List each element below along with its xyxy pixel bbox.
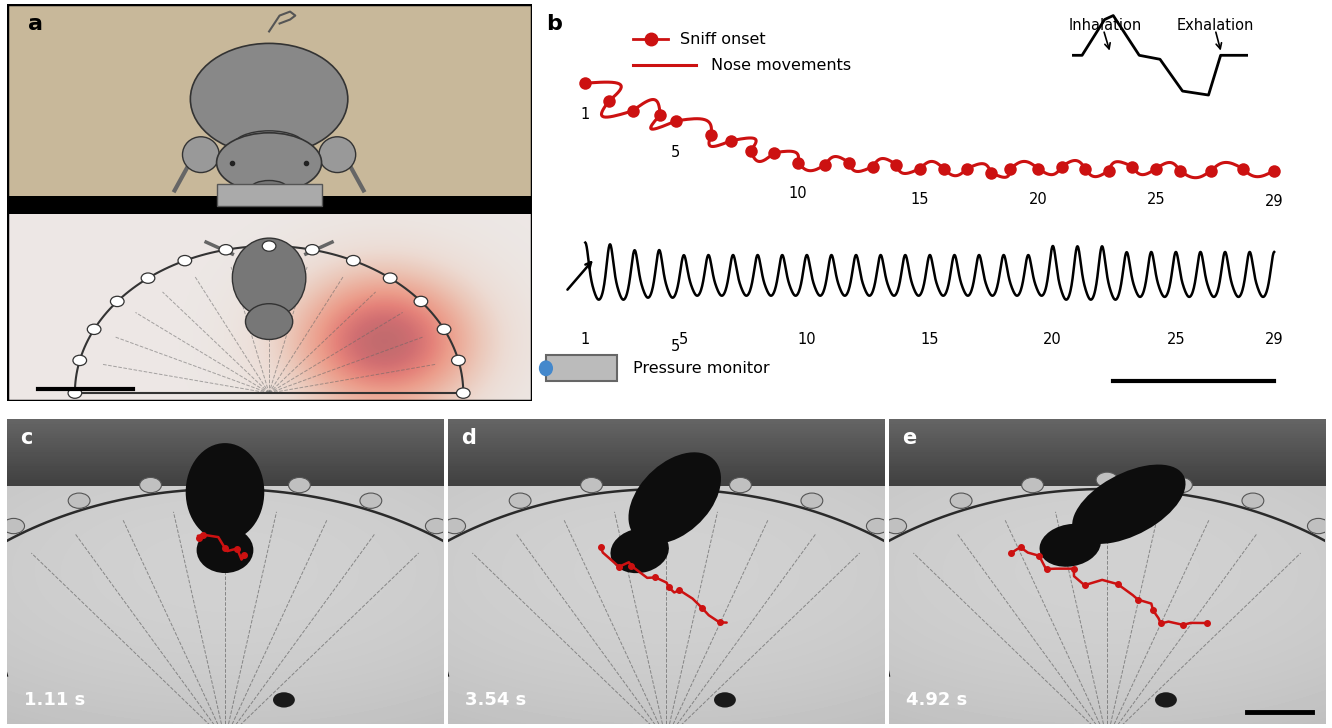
Text: e: e <box>902 428 916 448</box>
Bar <box>7 197 531 214</box>
Circle shape <box>1096 472 1118 488</box>
Circle shape <box>444 518 466 534</box>
Circle shape <box>140 478 161 493</box>
Circle shape <box>214 472 236 488</box>
Ellipse shape <box>190 44 348 154</box>
Text: 5: 5 <box>671 339 681 355</box>
Text: 1.11 s: 1.11 s <box>24 691 85 709</box>
Circle shape <box>346 256 360 266</box>
Ellipse shape <box>182 137 220 173</box>
Text: 15: 15 <box>911 192 930 207</box>
Circle shape <box>289 478 310 493</box>
Circle shape <box>801 493 823 508</box>
Text: 29: 29 <box>1265 331 1284 347</box>
Circle shape <box>509 493 531 508</box>
Bar <box>217 184 321 206</box>
Ellipse shape <box>250 181 288 197</box>
Text: a: a <box>28 14 43 33</box>
Ellipse shape <box>1039 524 1100 567</box>
Circle shape <box>218 245 233 255</box>
Text: 1: 1 <box>581 107 590 122</box>
Circle shape <box>73 355 87 365</box>
Circle shape <box>884 518 907 534</box>
Text: 25: 25 <box>1167 331 1185 347</box>
Text: 3.54 s: 3.54 s <box>465 691 526 709</box>
Ellipse shape <box>610 529 669 573</box>
Circle shape <box>68 493 91 508</box>
Text: Sniff onset: Sniff onset <box>679 32 766 47</box>
Text: Nose movements: Nose movements <box>711 58 851 73</box>
Circle shape <box>414 296 428 306</box>
Ellipse shape <box>1072 464 1185 544</box>
Circle shape <box>1022 478 1043 493</box>
Circle shape <box>305 245 320 255</box>
Ellipse shape <box>232 131 306 162</box>
Circle shape <box>437 324 450 334</box>
Circle shape <box>457 388 470 398</box>
Circle shape <box>1308 518 1329 534</box>
Ellipse shape <box>539 360 553 376</box>
Text: 15: 15 <box>920 331 939 347</box>
Text: 10: 10 <box>798 331 817 347</box>
Text: 5: 5 <box>679 331 689 347</box>
Ellipse shape <box>197 527 253 573</box>
Ellipse shape <box>318 137 356 173</box>
Text: 1: 1 <box>581 331 590 347</box>
Circle shape <box>1155 692 1177 708</box>
Bar <box>7 214 531 401</box>
Circle shape <box>273 692 294 708</box>
Ellipse shape <box>629 452 721 544</box>
Text: c: c <box>20 428 32 448</box>
Circle shape <box>866 518 888 534</box>
Text: b: b <box>546 14 562 33</box>
Bar <box>7 4 531 198</box>
Circle shape <box>3 518 24 534</box>
Text: 20: 20 <box>1028 192 1047 207</box>
Text: Pressure monitor: Pressure monitor <box>633 361 769 376</box>
Text: 20: 20 <box>1043 331 1062 347</box>
Circle shape <box>581 478 602 493</box>
Circle shape <box>384 273 397 283</box>
Text: 10: 10 <box>789 186 807 202</box>
Text: 4.92 s: 4.92 s <box>906 691 967 709</box>
Text: Exhalation: Exhalation <box>1176 17 1253 33</box>
Circle shape <box>178 256 192 266</box>
Circle shape <box>360 493 382 508</box>
Circle shape <box>1171 478 1192 493</box>
Circle shape <box>111 296 124 306</box>
Circle shape <box>68 388 81 398</box>
Ellipse shape <box>217 132 321 192</box>
Circle shape <box>452 355 465 365</box>
Ellipse shape <box>232 238 306 317</box>
Bar <box>546 355 617 381</box>
Circle shape <box>1241 493 1264 508</box>
Circle shape <box>730 478 751 493</box>
Circle shape <box>655 472 677 488</box>
Ellipse shape <box>185 443 264 541</box>
Circle shape <box>950 493 972 508</box>
Text: 5: 5 <box>671 145 681 159</box>
Circle shape <box>141 273 155 283</box>
Text: Inhalation: Inhalation <box>1068 17 1142 33</box>
Text: 29: 29 <box>1265 194 1284 210</box>
Circle shape <box>714 692 735 708</box>
Text: 25: 25 <box>1147 192 1166 207</box>
Circle shape <box>262 241 276 251</box>
Text: d: d <box>461 428 476 448</box>
Circle shape <box>88 324 101 334</box>
Ellipse shape <box>245 304 293 339</box>
Circle shape <box>425 518 448 534</box>
